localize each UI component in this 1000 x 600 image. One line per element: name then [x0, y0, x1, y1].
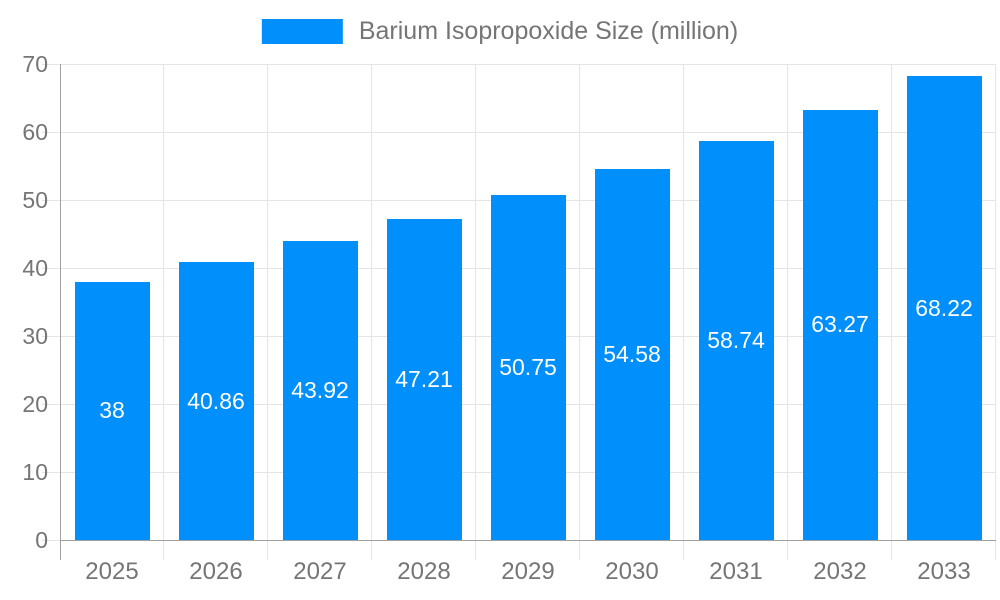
bar-value-label: 63.27	[811, 311, 869, 338]
x-axis-label-2032: 2032	[813, 558, 867, 585]
x-gridline	[267, 64, 268, 540]
x-axis-tick	[579, 540, 580, 560]
y-axis-label: 0	[35, 527, 48, 553]
x-axis-label-2030: 2030	[605, 558, 659, 585]
y-axis-label: 40	[22, 255, 48, 281]
x-axis-label-2031: 2031	[709, 558, 763, 585]
x-gridline	[891, 64, 892, 540]
bar-value-label: 58.74	[707, 326, 765, 353]
x-gridline	[787, 64, 788, 540]
bar-value-label: 68.22	[915, 294, 973, 321]
bar-value-label: 47.21	[395, 365, 453, 392]
bar-2025[interactable]: 38	[74, 281, 150, 540]
bar-value-label: 54.58	[603, 340, 661, 367]
y-axis-label: 30	[22, 323, 48, 349]
legend-swatch-icon	[261, 18, 343, 44]
bar-value-label: 38	[99, 397, 125, 424]
x-gridline	[579, 64, 580, 540]
x-axis-label-2028: 2028	[397, 558, 451, 585]
bar-value-label: 50.75	[499, 353, 557, 380]
bar-2030[interactable]: 54.58	[594, 168, 670, 540]
bar-2032[interactable]: 63.27	[802, 109, 878, 540]
x-gridline	[163, 64, 164, 540]
bar-2031[interactable]: 58.74	[698, 140, 774, 540]
x-gridline	[475, 64, 476, 540]
x-axis-label-2026: 2026	[189, 558, 243, 585]
y-axis-label: 20	[22, 391, 48, 417]
x-axis-line	[60, 540, 996, 541]
x-axis-tick	[267, 540, 268, 560]
y-axis-label: 50	[22, 187, 48, 213]
x-axis-label-2025: 2025	[85, 558, 139, 585]
x-axis-label-2027: 2027	[293, 558, 347, 585]
x-axis-tick	[60, 540, 61, 560]
bar-value-label: 43.92	[291, 377, 349, 404]
x-axis-tick	[475, 540, 476, 560]
plot-area: 38 40.86 43.92 47.21 50.75 54.58 58.74 63.27 68.…	[60, 64, 996, 540]
x-gridline	[683, 64, 684, 540]
bar-2028[interactable]: 47.21	[386, 218, 462, 540]
x-gridline	[995, 64, 996, 540]
x-gridline	[371, 64, 372, 540]
x-axis-label-2029: 2029	[501, 558, 555, 585]
y-axis-label: 10	[22, 459, 48, 485]
legend-label: Barium Isopropoxide Size (million)	[358, 16, 739, 45]
bar-2033[interactable]: 68.22	[906, 76, 982, 540]
y-axis-label: 70	[22, 51, 48, 77]
bar-2026[interactable]: 40.86	[178, 262, 254, 540]
x-axis-tick	[787, 540, 788, 560]
x-axis-tick	[683, 540, 684, 560]
x-axis-tick	[371, 540, 372, 560]
y-gridline	[60, 64, 996, 65]
bar-value-label: 40.86	[187, 387, 245, 414]
x-axis-tick	[891, 540, 892, 560]
x-axis-label-2033: 2033	[917, 558, 971, 585]
y-axis-label: 60	[22, 119, 48, 145]
x-axis-tick	[163, 540, 164, 560]
legend-item[interactable]: Barium Isopropoxide Size (million)	[261, 16, 739, 45]
x-axis-tick	[995, 540, 996, 560]
bar-2027[interactable]: 43.92	[282, 241, 358, 540]
bar-2029[interactable]: 50.75	[490, 194, 566, 540]
